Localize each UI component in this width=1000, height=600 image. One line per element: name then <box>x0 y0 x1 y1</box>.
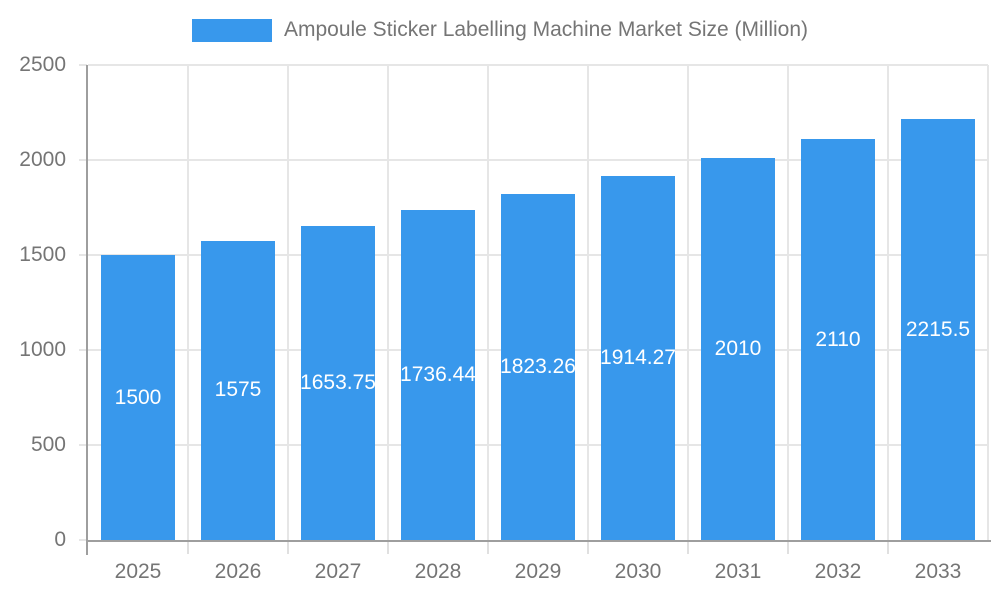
bar-2033[interactable] <box>901 119 975 540</box>
x-axis-line <box>86 540 991 542</box>
x-axis-tick <box>887 541 889 554</box>
bar-2032[interactable] <box>801 139 875 540</box>
chart-legend: Ampoule Sticker Labelling Machine Market… <box>0 18 1000 42</box>
y-axis-tick <box>79 349 87 351</box>
y-axis-label: 0 <box>54 528 66 551</box>
x-axis-tick <box>587 541 589 554</box>
bar-2026[interactable] <box>201 240 275 540</box>
y-axis-line <box>86 65 88 555</box>
x-axis-label: 2025 <box>114 560 162 583</box>
bar-value-label: 1653.75 <box>300 370 376 394</box>
bar-value-label: 1500 <box>114 385 162 409</box>
x-axis-label: 2031 <box>714 560 762 583</box>
y-axis-tick <box>79 444 87 446</box>
v-gridline <box>987 65 989 540</box>
bar-value-label: 2010 <box>714 337 762 361</box>
x-axis-label: 2028 <box>414 560 462 583</box>
bar-2025[interactable] <box>101 255 175 540</box>
x-axis-label: 2032 <box>814 560 862 583</box>
bar-2029[interactable] <box>501 193 575 540</box>
y-gridline <box>88 64 988 66</box>
legend-swatch-icon <box>191 18 272 42</box>
bar-value-label: 1575 <box>214 378 262 402</box>
bar-value-label: 2110 <box>815 327 861 351</box>
bar-value-label: 1823.26 <box>500 354 576 378</box>
bar-2028[interactable] <box>401 210 475 540</box>
v-gridline <box>187 65 189 540</box>
v-gridline <box>587 65 589 540</box>
v-gridline <box>887 65 889 540</box>
y-axis-tick <box>79 159 87 161</box>
y-axis-label: 2500 <box>19 53 66 76</box>
bar-2030[interactable] <box>601 176 675 540</box>
v-gridline <box>487 65 489 540</box>
x-axis-tick <box>287 541 289 554</box>
bar-2031[interactable] <box>701 158 775 540</box>
v-gridline <box>287 65 289 540</box>
y-axis-label: 2000 <box>19 148 66 171</box>
v-gridline <box>687 65 689 540</box>
y-gridline <box>88 159 988 161</box>
y-axis-label: 500 <box>30 433 66 456</box>
bar-2027[interactable] <box>301 225 375 540</box>
x-axis-label: 2026 <box>214 560 262 583</box>
x-axis-label: 2030 <box>614 560 662 583</box>
x-axis-tick <box>487 541 489 554</box>
x-axis-label: 2033 <box>914 560 962 583</box>
x-axis-label: 2029 <box>514 560 562 583</box>
v-gridline <box>787 65 789 540</box>
x-axis-tick <box>687 541 689 554</box>
v-gridline <box>387 65 389 540</box>
x-axis-tick <box>187 541 189 554</box>
y-axis-label: 1000 <box>19 338 66 361</box>
legend-label: Ampoule Sticker Labelling Machine Market… <box>283 18 809 41</box>
bar-value-label: 1914.27 <box>600 346 676 370</box>
bar-value-label: 1736.44 <box>400 363 476 387</box>
y-axis-tick <box>79 64 87 66</box>
y-axis-label: 1500 <box>19 243 66 266</box>
x-axis-tick <box>787 541 789 554</box>
x-axis-label: 2027 <box>314 560 362 583</box>
bar-value-label: 2215.5 <box>905 317 971 341</box>
x-axis-tick <box>387 541 389 554</box>
y-axis-tick <box>79 254 87 256</box>
y-axis-tick <box>79 539 87 541</box>
